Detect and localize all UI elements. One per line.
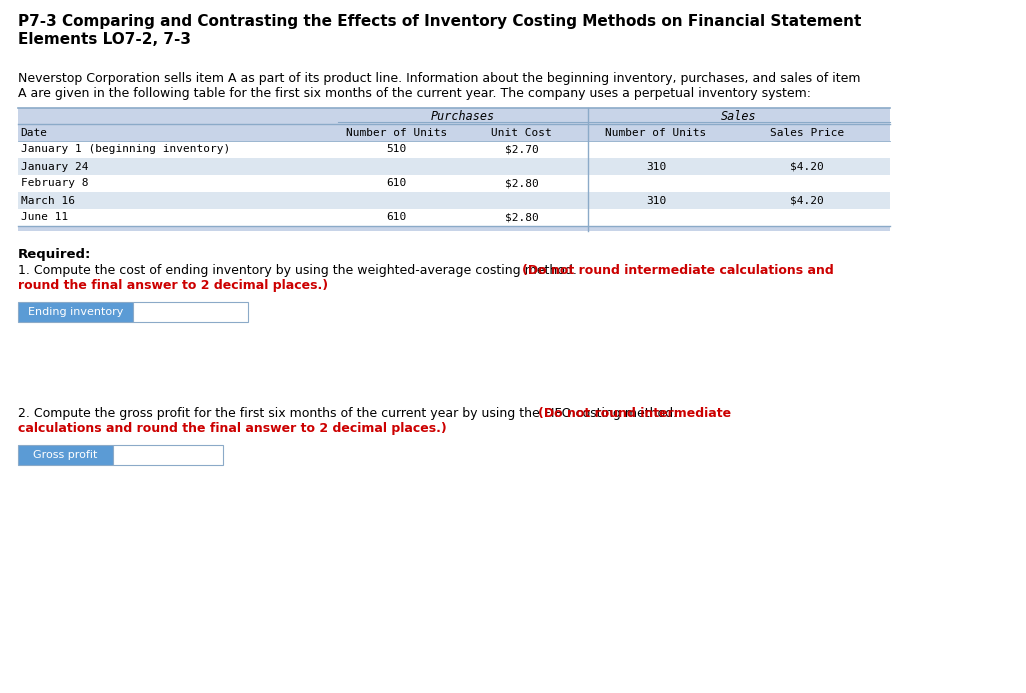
Text: (Do not round intermediate: (Do not round intermediate <box>538 407 731 420</box>
Text: January 1 (beginning inventory): January 1 (beginning inventory) <box>21 145 230 155</box>
Text: Number of Units: Number of Units <box>605 128 707 137</box>
Text: Gross profit: Gross profit <box>33 450 97 460</box>
Text: Required:: Required: <box>18 248 91 261</box>
Text: Number of Units: Number of Units <box>346 128 447 137</box>
Text: Unit Cost: Unit Cost <box>491 128 552 137</box>
Text: February 8: February 8 <box>21 179 88 188</box>
Text: $2.80: $2.80 <box>505 213 539 222</box>
Bar <box>18 209 890 226</box>
Text: calculations and round the final answer to 2 decimal places.): calculations and round the final answer … <box>18 422 446 435</box>
Text: 610: 610 <box>387 213 406 222</box>
Bar <box>18 302 133 322</box>
Text: 1. Compute the cost of ending inventory by using the weighted-average costing me: 1. Compute the cost of ending inventory … <box>18 264 581 277</box>
Bar <box>18 226 890 231</box>
Text: 310: 310 <box>646 195 666 206</box>
Text: (Do not round intermediate calculations and: (Do not round intermediate calculations … <box>522 264 834 277</box>
Text: March 16: March 16 <box>21 195 75 206</box>
Text: 510: 510 <box>387 145 406 155</box>
Text: $4.20: $4.20 <box>790 161 824 171</box>
Bar <box>113 445 223 465</box>
Text: 310: 310 <box>646 161 666 171</box>
Bar <box>18 141 890 158</box>
Text: Date: Date <box>19 128 47 137</box>
Text: round the final answer to 2 decimal places.): round the final answer to 2 decimal plac… <box>18 279 328 292</box>
Text: P7-3 Comparing and Contrasting the Effects of Inventory Costing Methods on Finan: P7-3 Comparing and Contrasting the Effec… <box>18 14 862 29</box>
Bar <box>18 108 890 124</box>
Text: Sales: Sales <box>721 109 757 123</box>
Text: $2.80: $2.80 <box>505 179 539 188</box>
Text: 610: 610 <box>387 179 406 188</box>
Bar <box>18 192 890 209</box>
Bar <box>18 175 890 192</box>
Text: $2.70: $2.70 <box>505 145 539 155</box>
Text: June 11: June 11 <box>21 213 69 222</box>
Bar <box>133 302 248 322</box>
Bar <box>18 124 890 141</box>
Text: Sales Price: Sales Price <box>770 128 844 137</box>
Text: Elements LO7-2, 7-3: Elements LO7-2, 7-3 <box>18 32 191 47</box>
Text: January 24: January 24 <box>21 161 88 171</box>
Text: 2. Compute the gross profit for the first six months of the current year by usin: 2. Compute the gross profit for the firs… <box>18 407 681 420</box>
Text: Neverstop Corporation sells item A as part of its product line. Information abou: Neverstop Corporation sells item A as pa… <box>18 72 861 85</box>
Text: $4.20: $4.20 <box>790 195 824 206</box>
Text: Ending inventory: Ending inventory <box>28 307 123 317</box>
Bar <box>18 445 113 465</box>
Bar <box>18 158 890 175</box>
Text: Purchases: Purchases <box>431 109 496 123</box>
Text: A are given in the following table for the first six months of the current year.: A are given in the following table for t… <box>18 87 811 100</box>
